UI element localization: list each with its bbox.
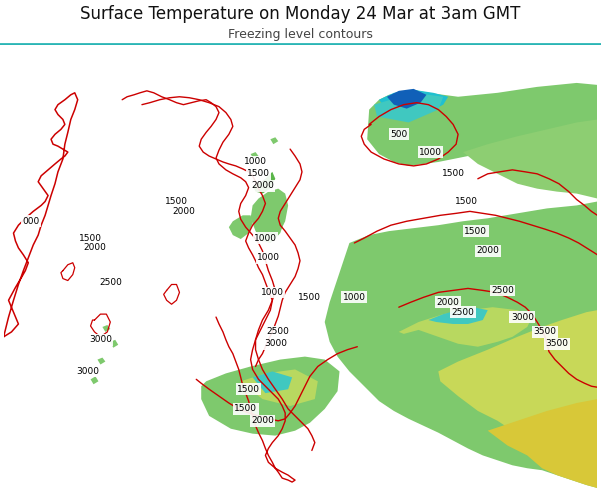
Text: 1500: 1500 [442,169,465,178]
Text: 1500: 1500 [454,197,477,206]
Text: 500: 500 [390,130,407,139]
Text: 3000: 3000 [511,313,534,322]
Polygon shape [111,340,118,348]
Text: Freezing level contours: Freezing level contours [228,27,373,41]
Text: 2000: 2000 [476,246,499,255]
Text: 2000: 2000 [172,207,195,216]
Text: 1500: 1500 [465,226,487,236]
Text: 1000: 1000 [261,288,284,297]
Polygon shape [367,83,597,169]
Polygon shape [379,90,448,117]
Polygon shape [241,369,318,406]
Polygon shape [229,215,252,239]
Polygon shape [201,357,340,436]
Text: 2500: 2500 [99,278,122,287]
Polygon shape [488,399,597,488]
Text: 1500: 1500 [237,385,260,394]
Polygon shape [251,152,258,159]
Polygon shape [102,325,111,332]
Polygon shape [252,371,292,393]
Text: 2000: 2000 [251,181,274,190]
Polygon shape [252,172,275,194]
Polygon shape [429,307,488,324]
Text: 1000: 1000 [244,158,267,166]
Polygon shape [399,307,532,346]
Text: 1000: 1000 [254,234,277,243]
Text: 2500: 2500 [267,327,290,336]
Text: 1000: 1000 [257,253,280,263]
Polygon shape [251,189,288,243]
Text: 1500: 1500 [298,293,322,302]
Polygon shape [97,358,105,365]
Text: 3500: 3500 [545,339,569,348]
Text: 2500: 2500 [491,286,514,295]
Polygon shape [387,89,427,109]
Polygon shape [325,202,597,488]
Text: 3000: 3000 [264,339,287,348]
Text: 1500: 1500 [165,197,188,206]
Text: 3000: 3000 [89,335,112,345]
Polygon shape [463,120,597,199]
Text: 3000: 3000 [76,367,99,376]
Text: 1000: 1000 [343,293,366,302]
Text: 1500: 1500 [79,234,102,243]
Polygon shape [438,310,597,488]
Polygon shape [91,376,99,384]
Polygon shape [374,93,444,122]
Polygon shape [270,137,278,144]
Text: 2000: 2000 [251,416,274,426]
Text: 1500: 1500 [234,405,257,413]
Text: 1500: 1500 [247,169,270,178]
Text: 000: 000 [23,217,40,226]
Text: Surface Temperature on Monday 24 Mar at 3am GMT: Surface Temperature on Monday 24 Mar at … [81,4,520,22]
Text: 2000: 2000 [83,244,106,252]
Text: 2500: 2500 [451,307,474,317]
Text: 2000: 2000 [437,298,460,307]
Text: 1000: 1000 [419,147,442,157]
Polygon shape [255,202,285,243]
Text: 3500: 3500 [534,327,557,336]
